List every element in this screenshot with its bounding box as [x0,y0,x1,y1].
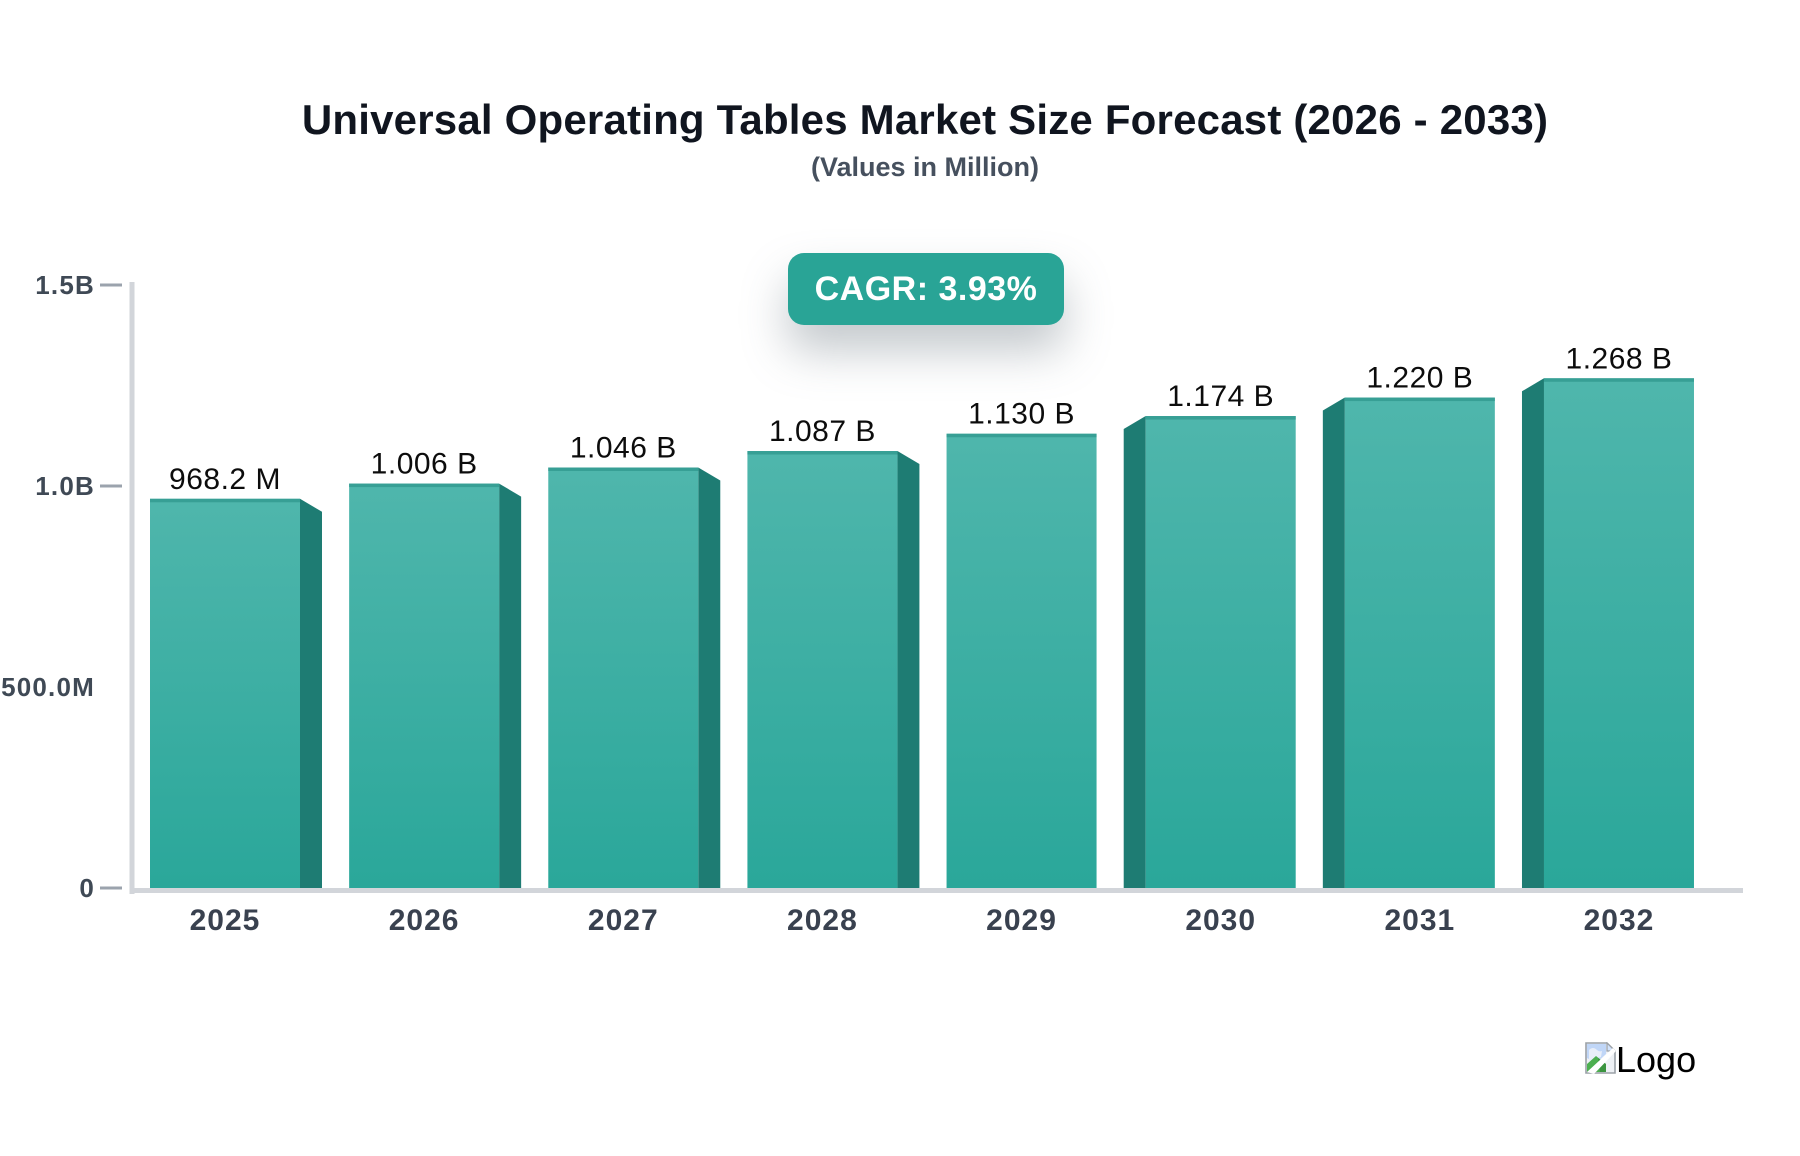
bar-top-edge [747,451,898,455]
broken-image-icon [1585,1042,1616,1074]
bar[interactable] [946,433,1097,888]
bar-side-face [499,483,522,888]
bar-side-face [1123,416,1146,888]
x-axis-tick-label: 2028 [787,904,858,937]
bar-top-edge [349,483,500,488]
x-axis-tick-label: 2030 [1185,904,1256,937]
chart-subtitle: (Values in Million) [810,152,1040,182]
bar[interactable] [747,451,898,888]
bar-top-edge [150,498,300,503]
x-axis-tick-label: 2025 [190,904,261,937]
cagr-badge: CAGR: 3.93% [788,253,1064,325]
bar-value-label: 1.006 B [371,448,478,481]
bar-side-face [897,451,920,888]
y-axis-tick-dash [100,484,122,488]
bar-top-edge [1543,378,1694,382]
bar-side-face [1322,397,1345,888]
bar-top-edge [1344,397,1495,402]
x-axis-tick-label: 2032 [1584,904,1655,937]
bar-side-face [300,498,322,888]
bar-top-edge [1145,416,1296,420]
y-axis-tick-dash [100,886,122,890]
bar-top-edge [946,433,1097,438]
x-axis-tick-label: 2031 [1384,904,1455,937]
y-axis-line [129,282,135,894]
bar-value-label: 968.2 M [169,463,281,496]
bar-side-face [1521,378,1544,888]
x-axis-tick-label: 2026 [389,904,460,937]
bar[interactable] [150,498,300,888]
bar[interactable] [1344,397,1495,888]
bar[interactable] [1543,378,1694,888]
bar-top-edge [548,467,699,472]
bar[interactable] [1145,416,1296,888]
x-axis-line [129,888,1743,893]
y-axis-tick-label: 1.5B [35,270,95,300]
chart-title: Universal Operating Tables Market Size F… [301,96,1549,143]
bar-value-label: 1.268 B [1566,342,1673,375]
bar-side-face [698,467,721,888]
y-axis-tick-label: 1.0B [35,471,95,501]
y-axis-tick-label: 500.0M [1,672,95,702]
x-axis-tick-label: 2029 [986,904,1057,937]
bar-value-label: 1.046 B [570,432,677,465]
logo-alt-text: Logo [1616,1039,1697,1080]
logo: Logo [1585,1040,1696,1080]
y-axis-tick-label: 0 [79,873,95,903]
bar-value-label: 1.087 B [769,415,876,448]
y-axis-tick-dash [100,283,122,287]
bar[interactable] [349,483,500,888]
chart-header: Universal Operating Tables Market Size F… [50,96,1800,183]
x-axis-tick-label: 2027 [588,904,659,937]
bar-value-label: 1.174 B [1167,380,1274,413]
bar[interactable] [548,467,699,888]
bar-value-label: 1.220 B [1366,362,1473,395]
bar-value-label: 1.130 B [968,398,1075,431]
